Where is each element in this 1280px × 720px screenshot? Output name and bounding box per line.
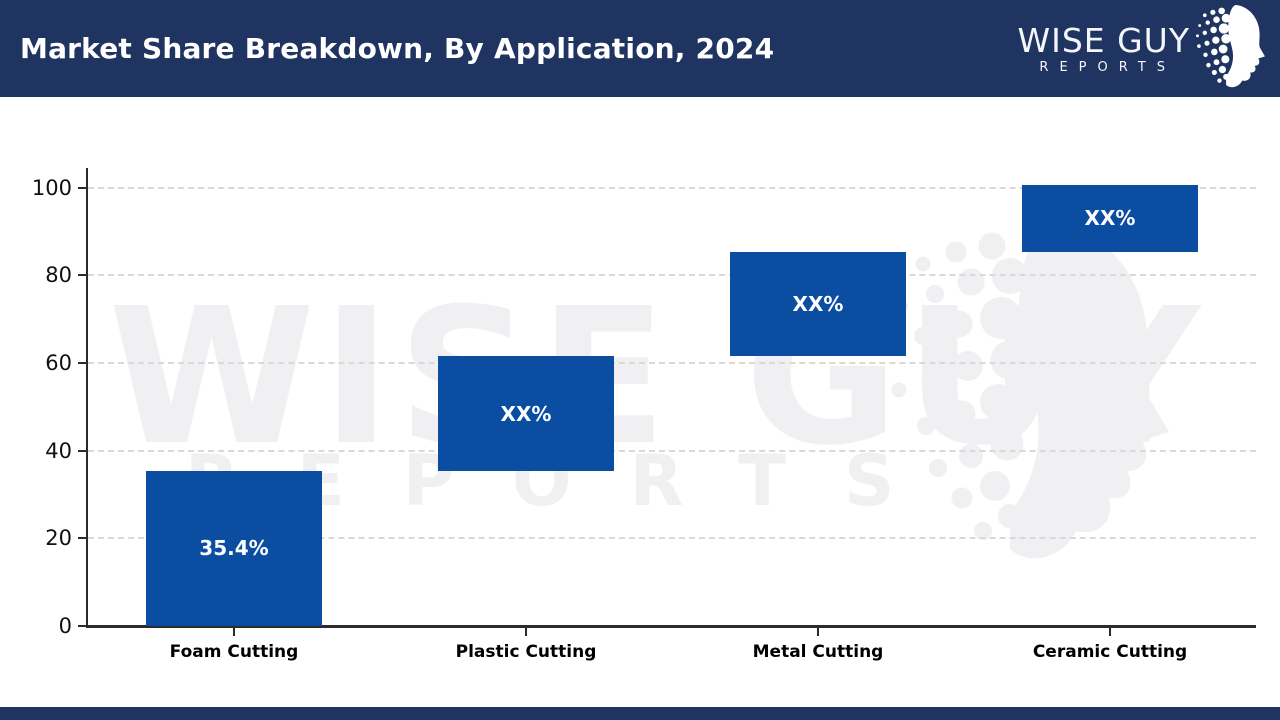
y-tick-mark	[78, 186, 86, 189]
y-tick-mark	[78, 361, 86, 364]
brand-subname: REPORTS	[1039, 59, 1177, 75]
y-tick-label: 80	[45, 263, 72, 288]
brand-name: WISE GUY	[1017, 20, 1190, 60]
y-tick-label: 20	[45, 526, 72, 551]
bar-value-label: XX%	[500, 401, 552, 426]
y-tick-mark	[78, 274, 86, 277]
bar-value-label: XX%	[1084, 206, 1136, 231]
y-tick-label: 40	[45, 438, 72, 463]
bar-value-label: XX%	[792, 291, 844, 316]
brand-logo-text: WISE GUY REPORTS	[1017, 24, 1190, 74]
bar-value-label: 35.4%	[199, 536, 269, 561]
x-tick-mark	[1109, 628, 1111, 636]
brand-logo: WISE GUY REPORTS	[1017, 4, 1266, 93]
x-category-label: Plastic Cutting	[455, 642, 597, 662]
chart-title: Market Share Breakdown, By Application, …	[20, 32, 775, 65]
y-gridline	[88, 361, 1256, 364]
bar-ceramic-cutting	[1022, 185, 1198, 252]
bar-metal-cutting	[730, 251, 906, 357]
y-gridline	[88, 186, 1256, 189]
y-gridline	[88, 449, 1256, 452]
footer-bar	[0, 707, 1280, 720]
y-tick-label: 0	[58, 614, 72, 638]
bar-plastic-cutting	[438, 356, 614, 471]
x-category-label: Ceramic Cutting	[1032, 642, 1188, 662]
y-axis-line	[86, 167, 88, 628]
y-tick-mark	[78, 625, 86, 627]
x-category-label: Metal Cutting	[752, 642, 884, 662]
header-bar: Market Share Breakdown, By Application, …	[0, 0, 1280, 97]
x-category-label: Foam Cutting	[169, 642, 299, 662]
y-tick-label: 100	[31, 175, 72, 200]
x-axis-line	[86, 625, 1256, 628]
y-tick-mark	[78, 537, 86, 540]
x-tick-mark	[817, 628, 819, 636]
y-tick-label: 60	[45, 350, 72, 375]
y-gridline	[88, 274, 1256, 277]
bar-foam-cutting	[146, 470, 322, 626]
x-tick-mark	[525, 628, 527, 636]
y-tick-mark	[78, 449, 86, 452]
wise-guy-head-icon	[1196, 4, 1265, 87]
x-tick-mark	[233, 628, 235, 636]
y-gridline	[88, 537, 1256, 540]
